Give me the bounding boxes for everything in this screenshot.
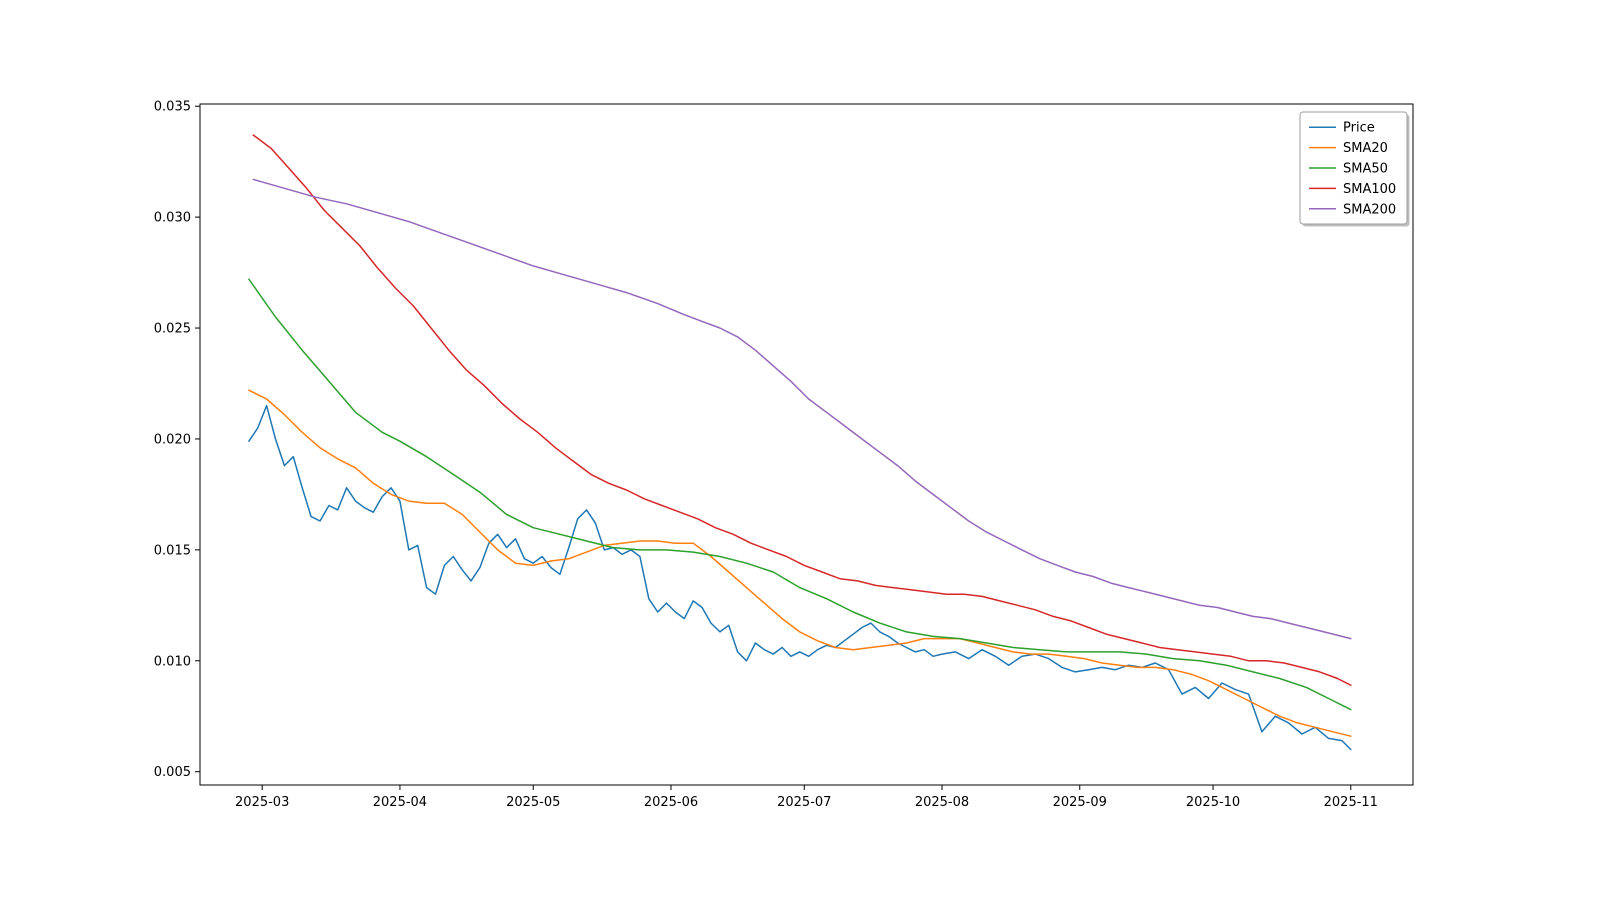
series-line-sma20 xyxy=(248,389,1352,737)
x-tick-label: 2025-06 xyxy=(644,795,698,810)
series-line-price xyxy=(248,404,1352,751)
x-tick-label: 2025-05 xyxy=(506,795,560,810)
legend: Price SMA20 SMA50 SMA100 SMA200 xyxy=(1299,111,1410,227)
legend-box xyxy=(1299,111,1408,225)
series-line-sma200 xyxy=(252,178,1352,640)
x-tick-label: 2025-03 xyxy=(235,795,289,810)
x-tick-label: 2025-10 xyxy=(1186,795,1240,810)
y-tick-label: 0.015 xyxy=(154,543,191,558)
y-tick-label: 0.010 xyxy=(154,654,191,669)
x-tick-label: 2025-04 xyxy=(373,795,427,810)
y-tick-label: 0.005 xyxy=(154,765,191,780)
y-tick-label: 0.030 xyxy=(154,211,191,226)
y-tick-label: 0.020 xyxy=(154,432,191,447)
axes-frame xyxy=(199,103,1414,786)
legend-label: SMA100 xyxy=(1343,182,1396,197)
y-tick-label: 0.035 xyxy=(154,100,191,115)
legend-label: Price xyxy=(1343,121,1375,136)
legend-item-sma20: SMA20 xyxy=(1309,141,1388,156)
x-tick-label: 2025-08 xyxy=(915,795,969,810)
series-line-sma100 xyxy=(252,134,1352,686)
legend-item-price: Price xyxy=(1309,121,1375,136)
x-tick-label: 2025-11 xyxy=(1324,795,1378,810)
legend-label: SMA20 xyxy=(1343,141,1388,156)
series-line-sma50 xyxy=(248,278,1352,711)
x-tick-label: 2025-09 xyxy=(1053,795,1107,810)
x-tick-label: 2025-07 xyxy=(777,795,831,810)
legend-item-sma200: SMA200 xyxy=(1309,202,1396,217)
legend-item-sma50: SMA50 xyxy=(1309,162,1388,177)
legend-label: SMA50 xyxy=(1343,162,1388,177)
legend-label: SMA200 xyxy=(1343,202,1396,217)
y-tick-label: 0.025 xyxy=(154,322,191,337)
legend-item-sma100: SMA100 xyxy=(1309,182,1396,197)
